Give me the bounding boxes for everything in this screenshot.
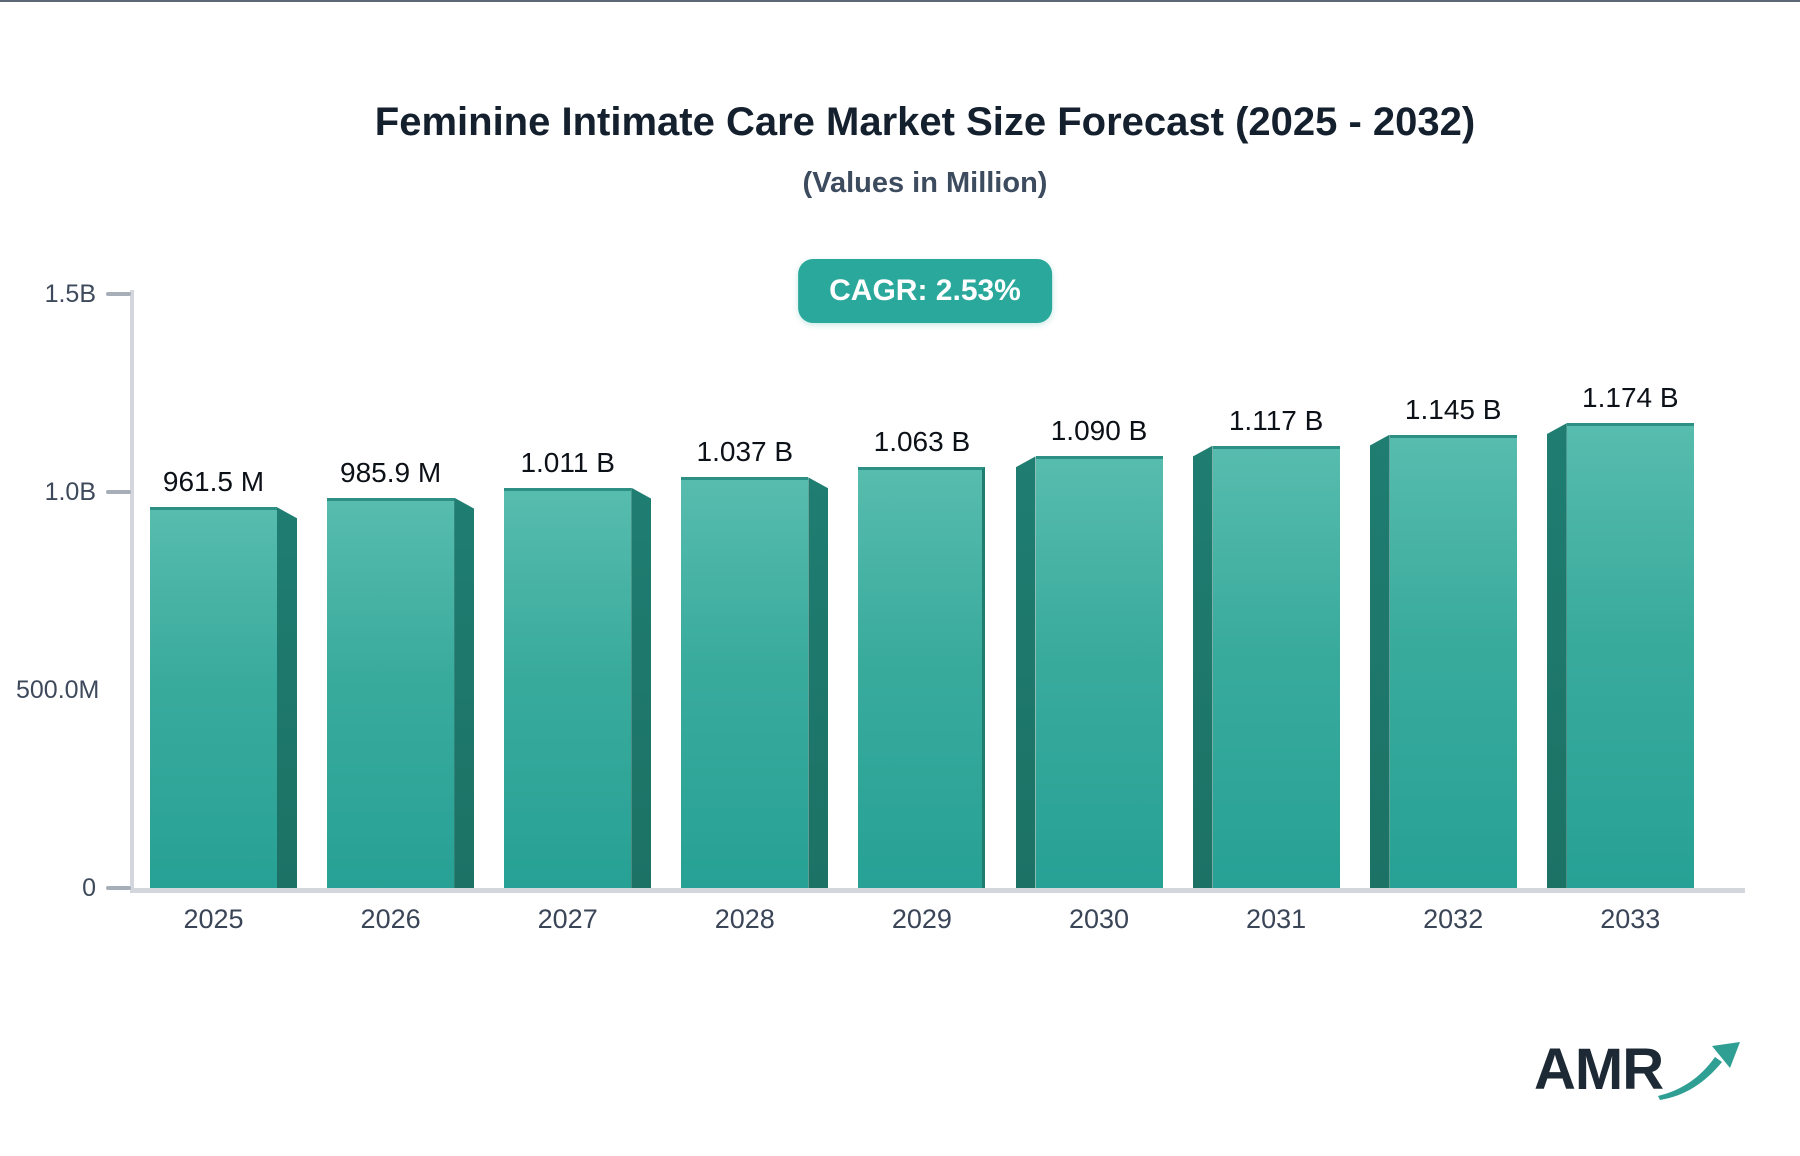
amr-logo-text: AMR [1534,1037,1664,1102]
y-tick-label: 500.0M [16,676,100,704]
y-tick-dash [106,886,131,890]
x-axis-label-2032: 2032 [1423,904,1484,934]
bar-2026 [327,497,455,888]
bar-value-label-2031: 1.117 B [1228,404,1324,436]
bar-value-label-2028: 1.037 B [696,436,794,468]
bar-2032 [1389,434,1517,888]
y-tick-label: 0 [82,874,96,902]
bar-value-label-2030: 1.090 B [1050,415,1148,447]
bar-side-face-2025 [277,507,297,888]
y-tick-label: 1.0B [44,478,96,506]
x-axis-label-2030: 2030 [1068,904,1130,934]
y-tick-dash [106,490,131,494]
bar-side-face-2031 [1192,445,1213,888]
bar-2027 [504,487,632,888]
x-axis-label-2027: 2027 [537,904,598,934]
x-axis-label-2029: 2029 [891,904,952,934]
bar-value-label-2029: 1.063 B [873,426,971,458]
y-tick-dash [106,292,131,296]
bar-value-label-2033: 1.174 B [1582,382,1679,414]
bar-side-face-2026 [454,497,475,888]
y-axis-line [130,290,134,893]
bar-value-label-2027: 1.011 B [520,446,615,478]
bar-2028 [681,477,809,888]
bar-side-face-2028 [808,477,829,888]
bar-2029 [858,467,986,888]
x-axis-label-2028: 2028 [714,904,775,934]
x-axis-line [130,888,1745,893]
bar-side-face-2032 [1369,434,1390,888]
amr-logo: AMR [1534,1036,1740,1106]
x-axis-label-2033: 2033 [1600,904,1661,934]
cagr-badge: CAGR: 2.53% [798,259,1052,323]
bar-2025 [150,507,277,888]
y-tick-label: 1.5B [44,280,96,308]
bar-value-label-2025: 961.5 M [162,466,265,498]
bar-2031 [1212,445,1340,888]
x-axis-label-2026: 2026 [360,904,421,934]
x-axis-label-2025: 2025 [183,904,244,934]
chart-subtitle: (Values in Million) [802,167,1048,199]
bar-value-label-2026: 985.9 M [340,456,442,488]
bar-side-face-2027 [631,487,652,888]
bar-side-face-2033 [1546,423,1567,888]
bar-2033 [1566,423,1694,888]
bar-value-label-2032: 1.145 B [1404,393,1502,425]
growth-arrow-icon [1658,1042,1740,1100]
chart-title: Feminine Intimate Care Market Size Forec… [374,100,1476,144]
bar-2030 [1035,456,1163,888]
bar-side-face-2030 [1015,456,1036,888]
x-axis-label-2031: 2031 [1246,904,1307,934]
